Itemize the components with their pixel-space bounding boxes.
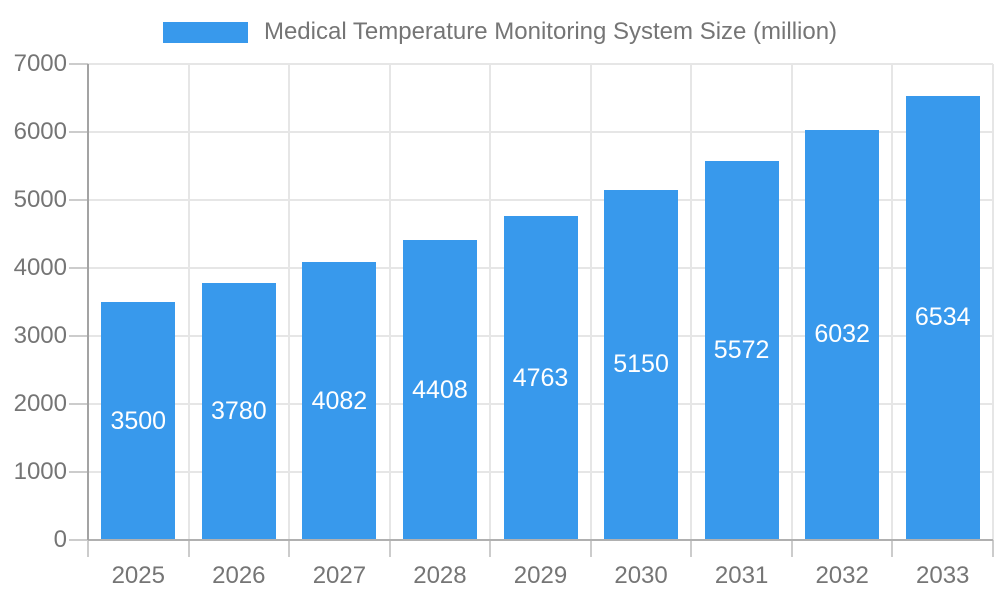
- gridline-vertical: [187, 64, 190, 540]
- y-tick-label: 0: [53, 526, 67, 553]
- y-tick-label: 2000: [13, 390, 67, 417]
- x-axis-tick: [87, 540, 89, 557]
- x-axis-tick: [489, 540, 492, 557]
- y-tick-label: 3000: [13, 322, 67, 349]
- y-tick-label: 1000: [13, 458, 67, 485]
- y-axis-tick: [69, 199, 88, 201]
- bar-2032[interactable]: 6032: [805, 129, 880, 540]
- gridline-vertical: [388, 64, 391, 540]
- bar-2025[interactable]: 3500: [101, 302, 176, 540]
- y-axis-tick: [69, 267, 88, 269]
- x-axis-line: [88, 539, 993, 541]
- bar-value-label: 5150: [613, 350, 669, 379]
- y-tick-label: 7000: [13, 50, 67, 77]
- gridline-vertical: [992, 64, 994, 540]
- bar-value-label: 6534: [914, 303, 971, 332]
- bar-2027[interactable]: 4082: [302, 262, 377, 540]
- y-axis-line: [87, 64, 89, 540]
- x-tick-label: 2033: [916, 562, 970, 589]
- bar-value-label: 6032: [814, 320, 870, 349]
- gridline-vertical: [690, 64, 693, 540]
- bar-value-label: 4082: [311, 386, 368, 415]
- y-tick-label: 5000: [13, 186, 67, 213]
- bar-2028[interactable]: 4408: [402, 240, 477, 540]
- y-axis-tick: [69, 539, 88, 541]
- y-axis-tick: [69, 131, 88, 133]
- gridline-vertical: [589, 64, 592, 540]
- y-axis-tick: [69, 403, 88, 405]
- gridline-vertical: [489, 64, 492, 540]
- bar-2029[interactable]: 4763: [503, 216, 578, 540]
- bar-value-label: 5572: [713, 336, 770, 365]
- x-axis-tick: [589, 540, 592, 557]
- gridline-vertical: [891, 64, 894, 540]
- bar-2033[interactable]: 6534: [905, 95, 980, 540]
- x-axis-tick: [388, 540, 391, 557]
- y-tick-label: 6000: [13, 118, 67, 145]
- x-axis-tick: [891, 540, 894, 557]
- x-tick-label: 2030: [614, 562, 668, 589]
- gridline-horizontal: [88, 199, 993, 201]
- bar-value-label: 3500: [110, 406, 167, 435]
- x-tick-label: 2032: [815, 562, 869, 589]
- x-axis-tick: [992, 540, 994, 557]
- bar-value-label: 3780: [211, 396, 267, 425]
- bar-value-label: 4763: [512, 363, 569, 392]
- bar-2026[interactable]: 3780: [201, 282, 276, 540]
- x-axis-tick: [690, 540, 693, 557]
- gridline-vertical: [790, 64, 793, 540]
- x-tick-label: 2026: [212, 562, 266, 589]
- gridline-horizontal: [88, 63, 993, 65]
- x-tick-label: 2029: [513, 562, 568, 589]
- bar-value-label: 4408: [412, 375, 468, 404]
- x-tick-label: 2031: [714, 562, 769, 589]
- x-tick-label: 2025: [111, 562, 165, 589]
- legend-item[interactable]: Medical Temperature Monitoring System Si…: [0, 18, 1000, 46]
- y-axis-tick: [69, 471, 88, 473]
- x-axis-tick: [790, 540, 793, 557]
- legend-swatch: [162, 21, 248, 43]
- y-axis-tick: [69, 335, 88, 337]
- gridline-horizontal: [88, 131, 993, 133]
- gridline-vertical: [288, 64, 291, 540]
- x-axis-tick: [288, 540, 291, 557]
- y-tick-label: 4000: [13, 254, 67, 281]
- plot-area: 0 1000 2000 3000 4000 5000 6000 7000 3500 3780 408…: [14, 50, 994, 589]
- x-tick-label: 2028: [413, 562, 467, 589]
- bar-2031[interactable]: 5572: [704, 161, 779, 540]
- y-axis-tick: [69, 63, 88, 65]
- bar-2030[interactable]: 5150: [604, 189, 679, 540]
- x-axis-tick: [187, 540, 190, 557]
- legend-label: Medical Temperature Monitoring System Si…: [263, 18, 838, 45]
- x-tick-label: 2027: [312, 562, 367, 589]
